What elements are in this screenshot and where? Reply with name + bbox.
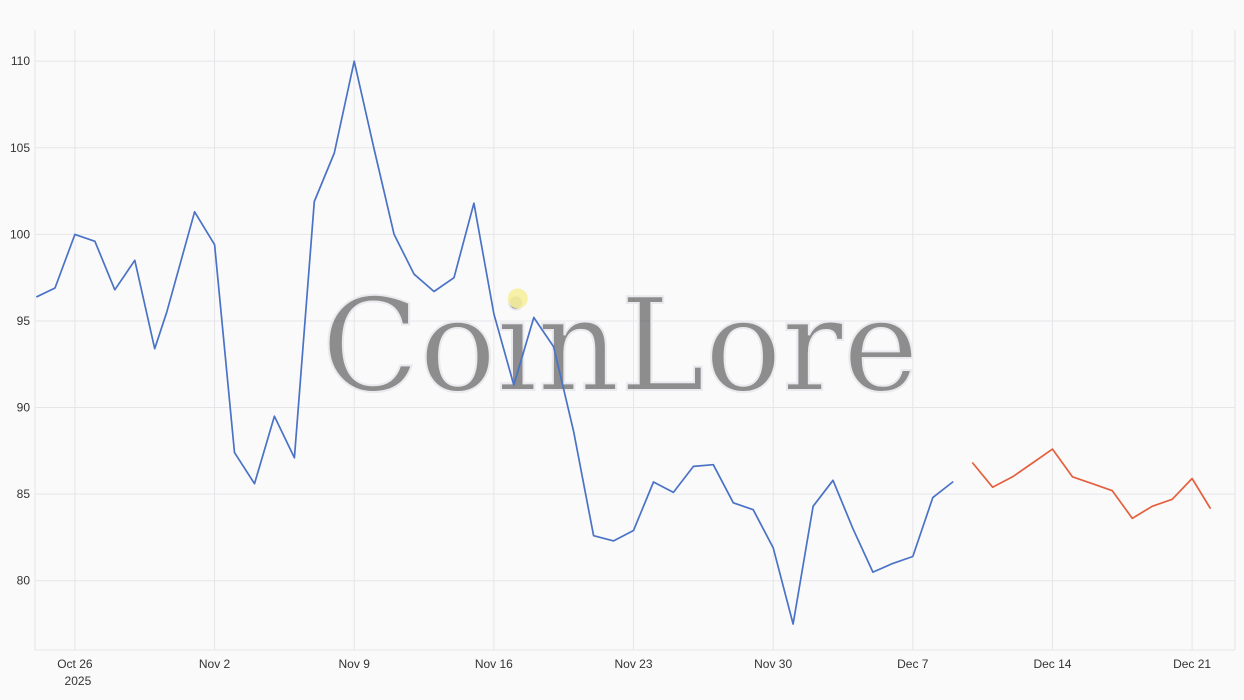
x-tick-label-dec-7: Dec 7 <box>897 657 929 671</box>
x-tick-label-nov-2: Nov 2 <box>199 657 231 671</box>
x-tick-sublabel-year: 2025 <box>65 674 92 688</box>
coinlore-watermark: CoinLore <box>321 272 918 421</box>
series-price-history <box>36 60 954 625</box>
series-price-prediction <box>971 448 1211 520</box>
x-tick-label-dec-14: Dec 14 <box>1033 657 1071 671</box>
y-tick-label-85: 85 <box>17 487 31 501</box>
x-tick-label-nov-23: Nov 23 <box>614 657 652 671</box>
y-tick-label-80: 80 <box>17 574 31 588</box>
y-tick-label-95: 95 <box>17 314 31 328</box>
y-tick-label-105: 105 <box>10 141 30 155</box>
x-tick-label-nov-30: Nov 30 <box>754 657 792 671</box>
y-tick-label-100: 100 <box>10 227 30 241</box>
x-tick-label-nov-16: Nov 16 <box>475 657 513 671</box>
x-tick-label-dec-21: Dec 21 <box>1173 657 1211 671</box>
x-tick-label-oct-26: Oct 26 <box>57 657 93 671</box>
x-tick-label-nov-9: Nov 9 <box>339 657 371 671</box>
highlight-marker-dot <box>507 288 528 309</box>
y-tick-label-90: 90 <box>17 401 31 415</box>
y-tick-label-110: 110 <box>11 54 30 68</box>
